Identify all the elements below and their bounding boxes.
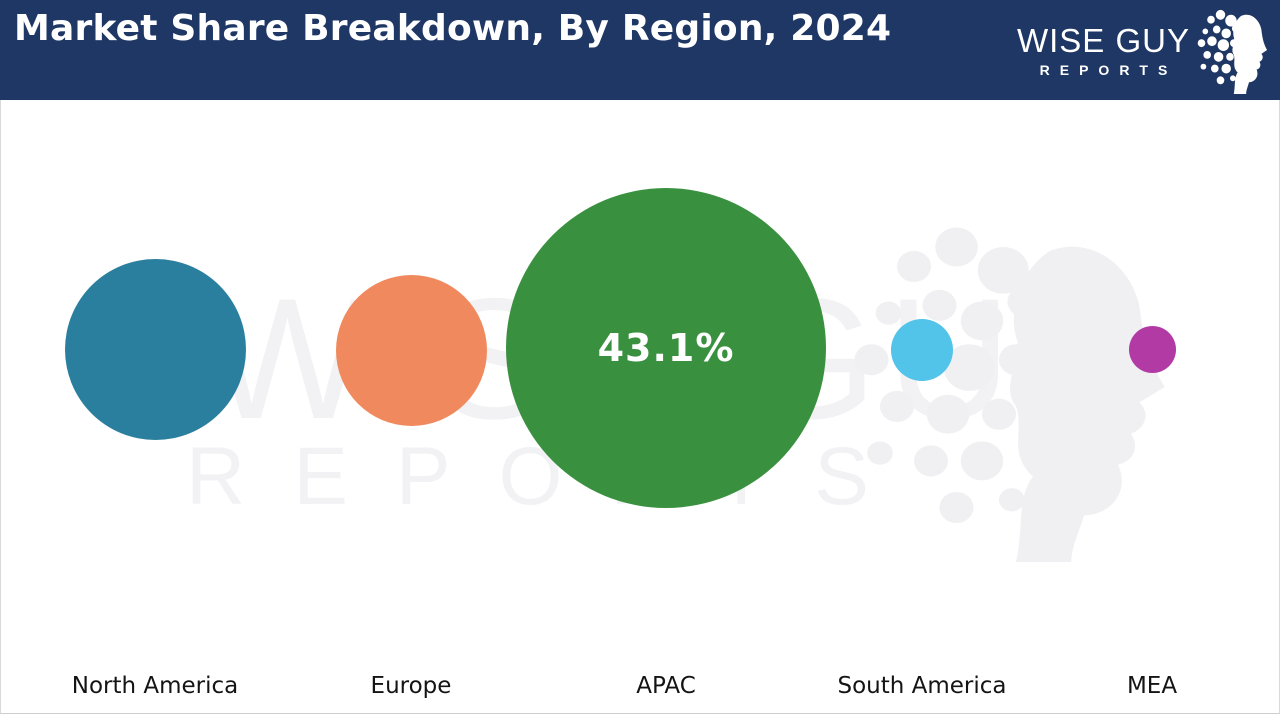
- bubble-apac: 43.1%: [506, 188, 826, 508]
- category-label-south-america: South America: [837, 673, 1007, 699]
- bubble-north-america: [64, 258, 246, 440]
- logo-text: WISE GUY REPORTS: [1017, 22, 1190, 78]
- category-label-apac: APAC: [636, 673, 696, 699]
- header: Market Share Breakdown, By Region, 2024 …: [0, 0, 1280, 100]
- bubble-value-label: 43.1%: [597, 326, 735, 370]
- bubble-mea: [1128, 325, 1176, 373]
- category-label-mea: MEA: [1126, 673, 1178, 699]
- category-labels: North America Europe APAC South America MEA: [1, 672, 1279, 700]
- bubble-plot: 43.1%: [1, 100, 1279, 713]
- category-label-europe: Europe: [370, 673, 452, 699]
- bubble-south-america: [891, 319, 953, 381]
- logo-wordmark: WISE GUY: [1016, 22, 1190, 59]
- logo-subtitle: REPORTS: [1039, 62, 1178, 78]
- logo-head-icon: [1197, 9, 1268, 94]
- bubble-europe: [335, 274, 487, 426]
- chart-title: Market Share Breakdown, By Region, 2024: [14, 8, 892, 49]
- category-label-north-america: North America: [71, 673, 239, 699]
- brand-logo: WISE GUY REPORTS: [1017, 4, 1268, 96]
- chart-area: WISE GUY REPORTS 43.1% North AmericaEuro…: [0, 100, 1280, 714]
